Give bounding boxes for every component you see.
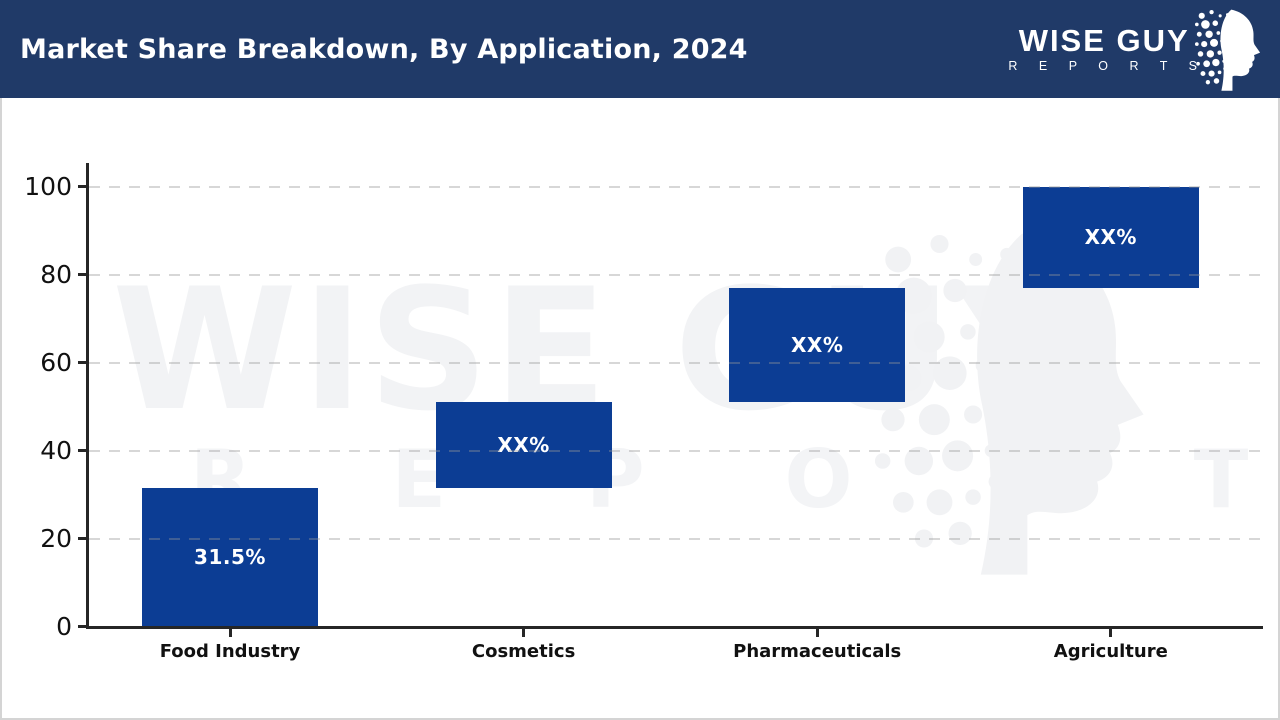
y-tick-40 (78, 449, 87, 452)
x-category-label: Agriculture (1053, 640, 1168, 662)
y-tick-100 (78, 185, 87, 188)
logo-wordmark-sub: R E P O R T S (1008, 59, 1206, 74)
y-tick-label-0: 0 (56, 611, 72, 641)
bar-value-label: XX% (497, 432, 550, 457)
bar-segment-cosmetics: XX% (435, 402, 612, 488)
x-tick-1 (228, 628, 232, 637)
y-tick-60 (78, 361, 87, 364)
x-tick-3 (815, 628, 819, 637)
gridline-80 (89, 273, 1262, 276)
x-category-label: Cosmetics (471, 640, 576, 662)
y-tick-20 (78, 537, 87, 540)
logo-face-icon (1192, 6, 1268, 92)
page-border-right (1278, 98, 1280, 720)
bar-value-label: 31.5% (194, 545, 266, 570)
page-border-bottom (0, 718, 1280, 720)
gridline-20 (89, 537, 1262, 540)
y-tick-80 (78, 273, 87, 276)
x-tick-4 (1109, 628, 1113, 637)
bar-segment-agriculture: XX% (1022, 186, 1199, 288)
x-axis-line (86, 626, 1263, 629)
x-category-label: Food Industry (159, 640, 301, 662)
bar-segment-food-industry: 31.5% (142, 487, 318, 627)
bar-segment-pharmaceuticals: XX% (729, 287, 906, 403)
gridline-100 (89, 185, 1262, 188)
x-category-label: Pharmaceuticals (733, 640, 902, 662)
bar-value-label: XX% (1084, 225, 1137, 250)
page-title: Market Share Breakdown, By Application, … (20, 33, 748, 65)
y-tick-0 (78, 625, 87, 628)
y-tick-label-40: 40 (40, 435, 72, 465)
logo-wordmark-main: WISE GUY (1018, 22, 1190, 58)
y-tick-label-20: 20 (40, 523, 72, 553)
page-border-left (0, 98, 2, 720)
gridline-60 (89, 361, 1262, 364)
chart-area: WISE GUY R E P O R T S 31.5%XX%XX%XX% 02… (0, 98, 1280, 720)
gridline-40 (89, 449, 1262, 452)
y-tick-label-80: 80 (40, 259, 72, 289)
bar-value-label: XX% (790, 332, 844, 357)
x-tick-2 (522, 628, 526, 637)
y-axis-line (86, 163, 89, 629)
wiseguy-logo: WISE GUY R E P O R T S (1002, 6, 1268, 92)
logo-wordmark: WISE GUY R E P O R T S (1002, 22, 1206, 74)
y-tick-label-60: 60 (40, 347, 72, 377)
header-bar: Market Share Breakdown, By Application, … (0, 0, 1280, 98)
y-tick-label-100: 100 (24, 171, 72, 201)
watermark-sub: R E P O R T S (190, 433, 1280, 526)
